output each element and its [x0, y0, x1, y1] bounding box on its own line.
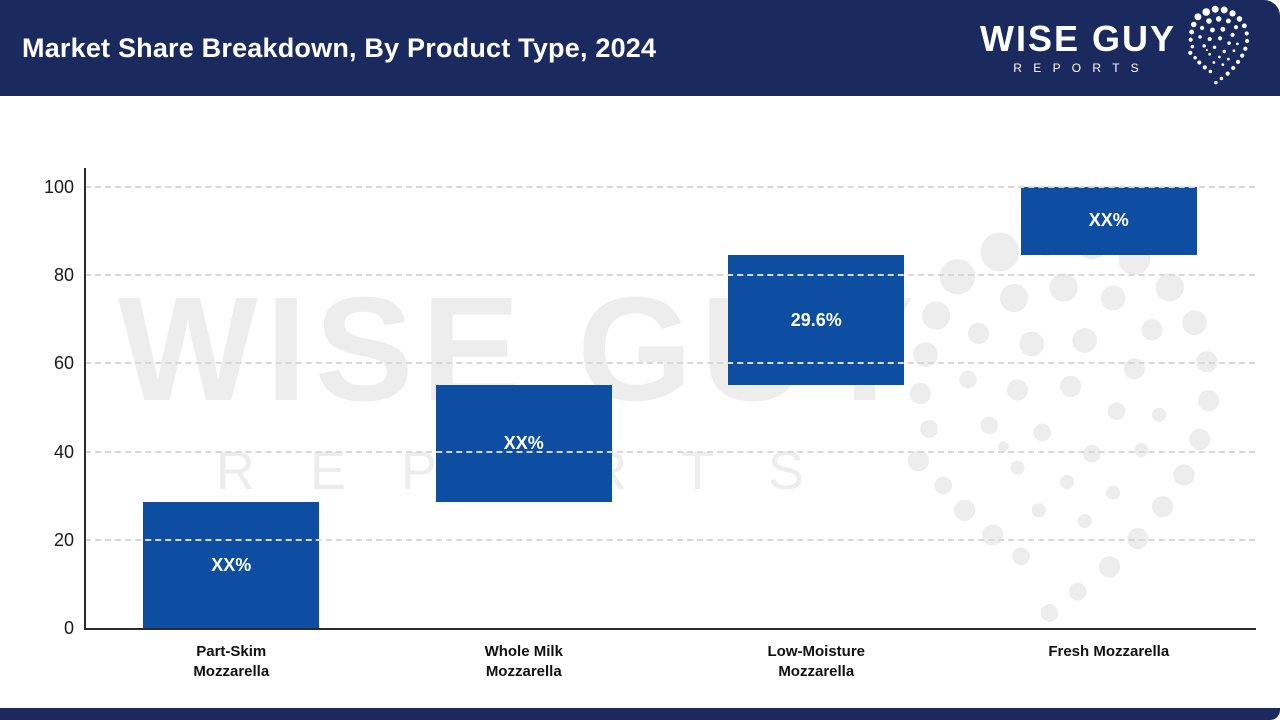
- bar-value-label: XX%: [503, 433, 544, 454]
- plot-area: XX% XX% 29.6% XX%: [85, 186, 1255, 628]
- logo-wordmark: WISE GUY R E P O R T S: [979, 18, 1176, 76]
- header: Market Share Breakdown, By Product Type,…: [0, 0, 1280, 96]
- x-category-label: Fresh Mozzarella: [1048, 643, 1170, 660]
- x-category-label: Part-Skim Mozzarella: [193, 643, 270, 680]
- bar-segment-3: XX%: [1020, 187, 1197, 255]
- bar-value-label: 29.6%: [790, 309, 842, 330]
- logo: WISE GUY R E P O R T S: [980, 3, 1258, 93]
- gridline: [85, 274, 1255, 277]
- y-tick-label: 40: [53, 441, 74, 462]
- footer-bar: [0, 708, 1280, 720]
- bar-segment-0: XX%: [143, 502, 320, 628]
- y-tick-label: 60: [53, 353, 74, 374]
- x-category-label: Whole Milk Mozzarella: [484, 643, 563, 680]
- bar-value-label: XX%: [1088, 210, 1129, 231]
- y-tick-label: 0: [63, 618, 74, 638]
- y-axis: 0 20 40 60 80 100: [0, 177, 74, 638]
- y-tick-label: 80: [53, 265, 74, 286]
- bars-layer: XX% XX% 29.6% XX%: [85, 187, 1255, 628]
- logo-head-icon: [1178, 3, 1258, 93]
- gridline: [85, 450, 1255, 453]
- logo-subtitle-text: R E P O R T S: [1013, 61, 1143, 75]
- y-tick-label: 20: [53, 529, 74, 550]
- x-axis-line: [84, 628, 1256, 630]
- x-category-label: Low-Moisture Mozzarella: [767, 643, 866, 680]
- y-tick-label: 100: [43, 177, 74, 197]
- x-axis-labels: Part-Skim Mozzarella Whole Milk Mozzarella L…: [85, 642, 1255, 682]
- bar-value-label: XX%: [211, 554, 252, 575]
- gridline: [85, 538, 1255, 541]
- logo-title-text: WISE GUY: [979, 18, 1176, 59]
- bar-segment-1: XX%: [435, 385, 612, 503]
- page-title: Market Share Breakdown, By Product Type,…: [22, 32, 657, 63]
- y-axis-line: [84, 168, 86, 630]
- gridline: [85, 362, 1255, 365]
- gridline: [85, 186, 1255, 188]
